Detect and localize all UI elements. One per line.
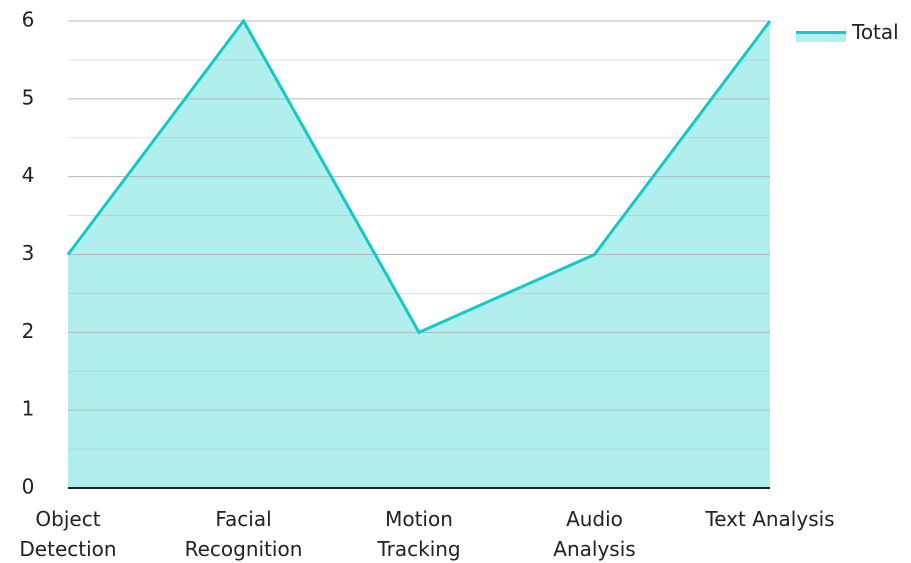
- area-fill-total: [68, 21, 770, 488]
- x-tick-label: Object Detection: [19, 507, 116, 561]
- legend: Total: [796, 20, 899, 44]
- y-tick-label: 2: [22, 319, 35, 343]
- legend-label-total: Total: [852, 20, 899, 44]
- y-tick-label: 5: [22, 85, 35, 109]
- series-line-total: [66, 18, 772, 335]
- y-tick-label: 1: [22, 397, 35, 421]
- y-tick-label: 6: [22, 8, 35, 32]
- y-tick-label: 0: [22, 475, 35, 499]
- x-tick-label: Motion Tracking: [376, 507, 460, 561]
- y-tick-label: 3: [22, 241, 35, 265]
- x-tick-label: Facial Recognition: [185, 507, 303, 561]
- x-tick-label: Text Analysis: [704, 507, 834, 531]
- y-tick-label: 4: [22, 163, 35, 187]
- x-tick-label: Audio Analysis: [553, 507, 635, 561]
- legend-swatch-total: [796, 22, 846, 42]
